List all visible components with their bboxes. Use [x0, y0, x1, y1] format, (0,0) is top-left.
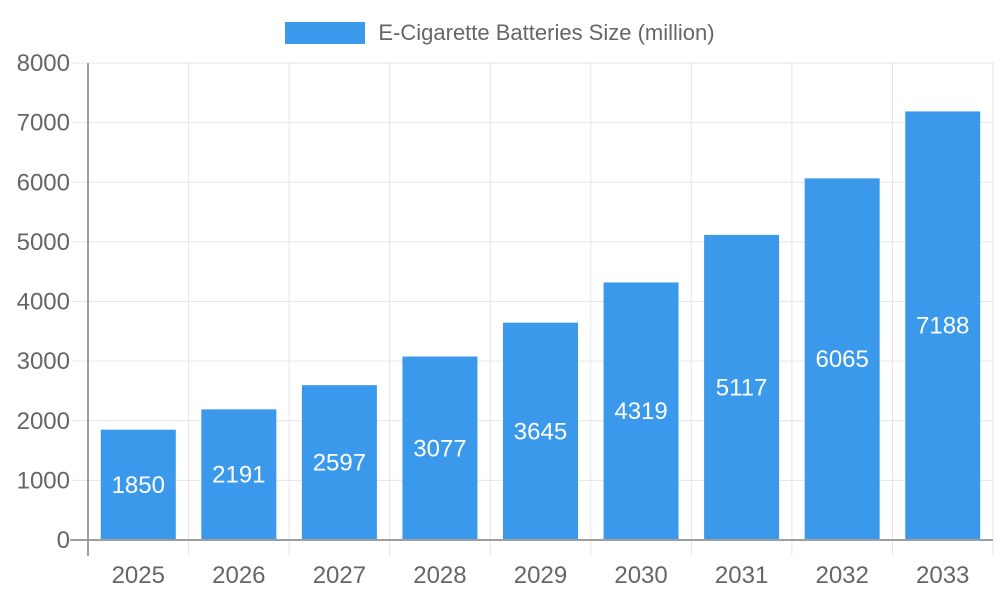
x-axis-tick-label: 2026: [212, 562, 265, 589]
bar-value-label: 7188: [916, 313, 969, 340]
bar-2027[interactable]: [301, 385, 377, 540]
x-axis-tick-label: 2033: [916, 562, 969, 589]
bar-value-label: 1850: [112, 472, 165, 499]
bar-2029[interactable]: [503, 322, 578, 540]
bar-2025[interactable]: [100, 429, 176, 540]
y-axis-tick-label: 0: [57, 527, 70, 554]
x-axis-tick-label: 2031: [715, 562, 768, 589]
x-axis-tick-label: 2027: [313, 562, 366, 589]
bar-2026[interactable]: [201, 409, 277, 540]
y-axis-tick-label: 2000: [17, 408, 70, 435]
x-axis-tick-label: 2025: [112, 562, 165, 589]
bar-2031[interactable]: [704, 234, 780, 541]
bar-value-label: 5117: [716, 374, 768, 401]
legend-color-swatch: [285, 22, 366, 44]
x-axis-tick-label: 2030: [614, 562, 667, 589]
y-axis-tick-label: 5000: [17, 229, 70, 256]
bar-value-label: 3077: [413, 435, 466, 462]
y-axis-tick-label: 4000: [17, 289, 70, 316]
bar-value-label: 3645: [514, 418, 567, 445]
y-axis-tick-label: 6000: [17, 169, 70, 196]
y-axis-tick-label: 1000: [17, 467, 70, 494]
x-axis-tick-label: 2028: [413, 562, 466, 589]
y-axis-tick-label: 7000: [17, 110, 70, 137]
bar-value-label: 4319: [614, 398, 667, 425]
x-axis-tick-label: 2032: [815, 562, 868, 589]
chart-legend[interactable]: E-Cigarette Batteries Size (million): [0, 21, 1000, 45]
x-axis-tick-label: 2029: [514, 562, 567, 589]
bar-2030[interactable]: [603, 282, 679, 540]
bar-value-label: 6065: [815, 346, 868, 373]
bar-value-label: 2191: [212, 462, 265, 489]
y-axis-tick-label: 3000: [17, 348, 70, 375]
bar-value-label: 2597: [313, 450, 366, 477]
bar-2032[interactable]: [804, 178, 880, 540]
y-axis-tick-label: 8000: [17, 50, 70, 77]
bar-2033[interactable]: [905, 111, 981, 540]
bar-2028[interactable]: [402, 356, 478, 540]
legend-label: E-Cigarette Batteries Size (million): [378, 20, 715, 45]
